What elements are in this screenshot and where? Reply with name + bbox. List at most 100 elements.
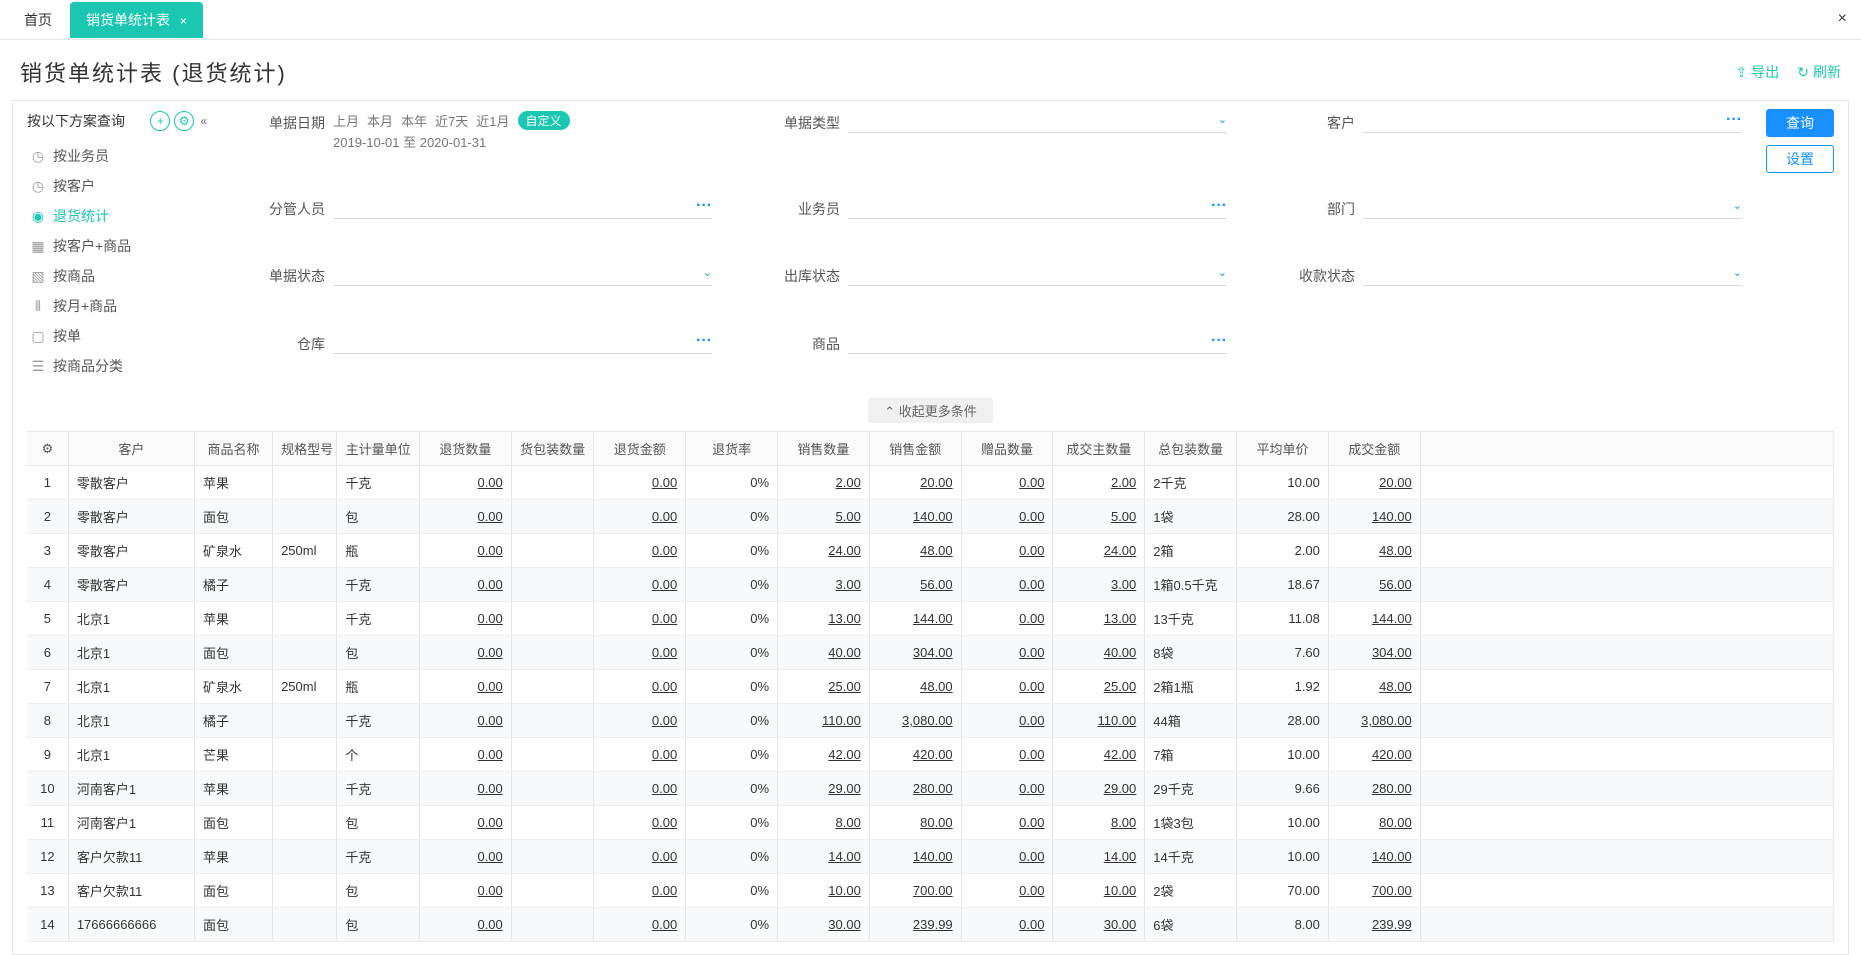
department-select[interactable]: ⌄ [1363, 197, 1742, 219]
close-icon[interactable]: × [180, 14, 187, 28]
refresh-button[interactable]: ↻ 刷新 [1797, 62, 1841, 82]
doc-status-select[interactable]: ⌄ [333, 264, 712, 286]
more-icon: ··· [1211, 197, 1227, 215]
table-cell: 0.00 [961, 806, 1053, 840]
table-cell: 包 [337, 636, 420, 670]
table-cell: 橘子 [195, 568, 273, 602]
date-shortcut-custom[interactable]: 自定义 [518, 111, 570, 130]
table-header-cell[interactable]: 商品名称 [195, 432, 273, 466]
date-shortcut[interactable]: 本月 [367, 111, 393, 130]
table-cell: 140.00 [1328, 840, 1420, 874]
table-cell: 8袋 [1145, 636, 1237, 670]
tab-active[interactable]: 销货单统计表 × [70, 2, 203, 38]
sidebar-item-0[interactable]: ◷按业务员 [27, 141, 207, 171]
date-shortcut[interactable]: 近1月 [476, 111, 509, 130]
table-cell-spacer [1420, 806, 1833, 840]
table-row[interactable]: 5北京1苹果千克0.000.000%13.00144.000.0013.0013… [27, 602, 1834, 636]
tab-home[interactable]: 首页 [8, 2, 68, 38]
table-header-cell[interactable]: 赠品数量 [961, 432, 1053, 466]
table-cell: 零散客户 [68, 500, 194, 534]
filter-label: 单据日期 [267, 111, 325, 133]
table-header-cell[interactable]: 成交金额 [1328, 432, 1420, 466]
table-header-cell[interactable]: 货包装数量 [511, 432, 594, 466]
table-header-cell[interactable]: 总包装数量 [1145, 432, 1237, 466]
sidebar-item-label: 按月+商品 [53, 296, 117, 316]
manager-picker[interactable]: ··· [333, 197, 712, 219]
table-cell: 12 [27, 840, 68, 874]
table-cell [511, 738, 594, 772]
table-cell: 17666666666 [68, 908, 194, 942]
settings-button[interactable]: 设置 [1766, 145, 1834, 173]
collapse-sidebar-button[interactable]: « [200, 114, 207, 128]
table-header-cell[interactable]: 客户 [68, 432, 194, 466]
date-shortcut[interactable]: 近7天 [435, 111, 468, 130]
tab-bar: 首页 销货单统计表 × × [0, 0, 1861, 40]
table-cell: 千克 [337, 772, 420, 806]
table-row[interactable]: 11河南客户1面包包0.000.000%8.0080.000.008.001袋3… [27, 806, 1834, 840]
table-cell: 3 [27, 534, 68, 568]
table-header-cell[interactable]: 主计量单位 [337, 432, 420, 466]
sidebar-item-5[interactable]: ⫴按月+商品 [27, 291, 207, 321]
table-cell [273, 840, 337, 874]
table-row[interactable]: 10河南客户1苹果千克0.000.000%29.00280.000.0029.0… [27, 772, 1834, 806]
table-row[interactable]: 3零散客户矿泉水250ml瓶0.000.000%24.0048.000.0024… [27, 534, 1834, 568]
table-row[interactable]: 2零散客户面包包0.000.000%5.00140.000.005.001袋28… [27, 500, 1834, 534]
table-header-cell[interactable]: 规格型号 [273, 432, 337, 466]
scheme-settings-button[interactable]: ⚙ [174, 111, 194, 131]
table-row[interactable]: 4零散客户橘子千克0.000.000%3.0056.000.003.001箱0.… [27, 568, 1834, 602]
table-row[interactable]: 8北京1橘子千克0.000.000%110.003,080.000.00110.… [27, 704, 1834, 738]
table-cell: 1袋3包 [1145, 806, 1237, 840]
table-header-cell[interactable]: 成交主数量 [1053, 432, 1145, 466]
sidebar-item-4[interactable]: ▧按商品 [27, 261, 207, 291]
window-close-icon[interactable]: × [1838, 10, 1847, 28]
table-header-cell[interactable]: 平均单价 [1237, 432, 1329, 466]
pay-status-select[interactable]: ⌄ [1363, 264, 1742, 286]
table-settings-button[interactable]: ⚙ [27, 432, 68, 466]
product-picker[interactable]: ··· [848, 332, 1227, 354]
date-shortcut[interactable]: 上月 [333, 111, 359, 130]
table-cell: 零散客户 [68, 466, 194, 500]
table-row[interactable]: 7北京1矿泉水250ml瓶0.000.000%25.0048.000.0025.… [27, 670, 1834, 704]
table-cell [273, 500, 337, 534]
table-header-cell[interactable]: 退货数量 [419, 432, 511, 466]
table-cell: 包 [337, 500, 420, 534]
table-row[interactable]: 6北京1面包包0.000.000%40.00304.000.0040.008袋7… [27, 636, 1834, 670]
table-cell: 8.00 [1053, 806, 1145, 840]
sidebar-item-7[interactable]: ☰按商品分类 [27, 351, 207, 381]
customer-picker[interactable]: ··· [1363, 111, 1742, 133]
date-shortcuts: 上月本月本年近7天近1月自定义 [333, 111, 712, 130]
sidebar-item-1[interactable]: ◷按客户 [27, 171, 207, 201]
table-header-cell[interactable]: 销售金额 [869, 432, 961, 466]
table-cell-spacer [1420, 500, 1833, 534]
table-row[interactable]: 12客户欠款11苹果千克0.000.000%14.00140.000.0014.… [27, 840, 1834, 874]
sidebar-item-3[interactable]: ▦按客户+商品 [27, 231, 207, 261]
table-row[interactable]: 1零散客户苹果千克0.000.000%2.0020.000.002.002千克1… [27, 466, 1834, 500]
table-cell: 2.00 [1053, 466, 1145, 500]
salesman-picker[interactable]: ··· [848, 197, 1227, 219]
table-cell-spacer [1420, 636, 1833, 670]
export-button[interactable]: ⇪ 导出 [1736, 62, 1780, 82]
table-cell: 0.00 [594, 840, 686, 874]
out-status-select[interactable]: ⌄ [848, 264, 1227, 286]
date-shortcut[interactable]: 本年 [401, 111, 427, 130]
table-header-cell[interactable]: 退货率 [686, 432, 778, 466]
table-cell: 0.00 [961, 500, 1053, 534]
table-cell: 10 [27, 772, 68, 806]
table-wrap[interactable]: ⚙客户商品名称规格型号主计量单位退货数量货包装数量退货金额退货率销售数量销售金额… [27, 431, 1834, 944]
table-row[interactable]: 9北京1芒果个0.000.000%42.00420.000.0042.007箱1… [27, 738, 1834, 772]
add-scheme-button[interactable]: + [150, 111, 170, 131]
warehouse-picker[interactable]: ··· [333, 332, 712, 354]
query-button[interactable]: 查询 [1766, 109, 1834, 137]
sidebar-item-6[interactable]: ▢按单 [27, 321, 207, 351]
table-cell [511, 806, 594, 840]
collapse-conditions-button[interactable]: ⌃ 收起更多条件 [868, 398, 993, 423]
table-row[interactable]: 1417666666666面包包0.000.000%30.00239.990.0… [27, 908, 1834, 942]
table-header-cell[interactable]: 退货金额 [594, 432, 686, 466]
doc-type-select[interactable]: ⌄ [848, 111, 1227, 133]
export-icon: ⇪ [1736, 64, 1748, 81]
table-header-cell[interactable]: 销售数量 [778, 432, 870, 466]
table-cell: 110.00 [778, 704, 870, 738]
table-row[interactable]: 13客户欠款11面包包0.000.000%10.00700.000.0010.0… [27, 874, 1834, 908]
sidebar-item-icon: ◷ [29, 178, 47, 195]
sidebar-item-2[interactable]: ◉退货统计 [27, 201, 207, 231]
